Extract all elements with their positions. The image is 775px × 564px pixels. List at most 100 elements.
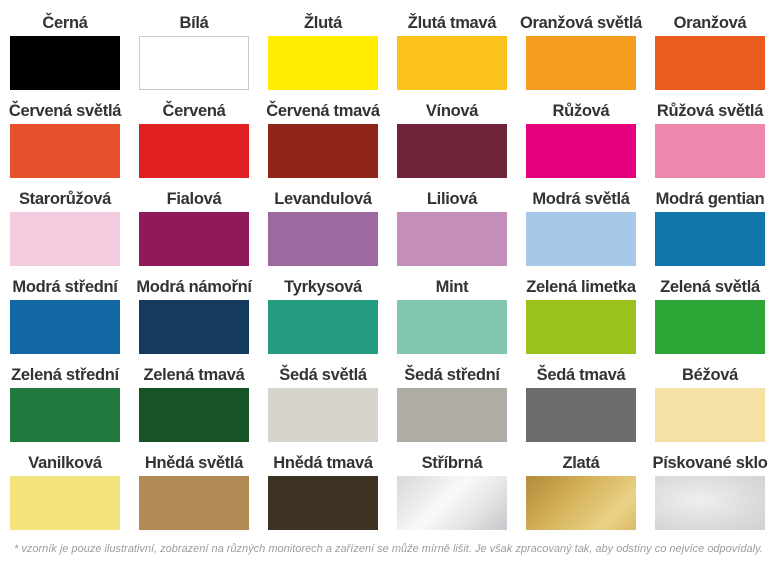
swatch-cell: Vínová [397, 90, 507, 178]
swatch-cell: Červená tmavá [266, 90, 380, 178]
swatch-cell: Oranžová [655, 2, 765, 90]
swatch-cell: Modrá střední [10, 266, 120, 354]
color-swatch [397, 211, 507, 266]
swatch-cell: Šedá tmavá [526, 354, 636, 442]
color-swatch [10, 299, 120, 354]
swatch-label: Červená světlá [8, 102, 122, 121]
color-swatch [526, 211, 636, 266]
swatch-label: Vínová [425, 102, 479, 121]
color-swatch [397, 123, 507, 178]
swatch-cell: Pískované sklo [652, 442, 768, 530]
swatch-cell: Růžová [526, 90, 636, 178]
swatch-label: Modrá světlá [532, 190, 630, 209]
swatch-label: Starorůžová [18, 190, 112, 209]
swatch-label: Oranžová světlá [519, 14, 643, 33]
swatch-label: Černá [42, 14, 88, 33]
swatch-cell: Levandulová [268, 178, 378, 266]
color-swatch [655, 211, 765, 266]
swatch-label: Modrá gentian [655, 190, 765, 209]
swatch-cell: Šedá střední [397, 354, 507, 442]
color-swatch [526, 123, 636, 178]
swatch-label: Stříbrná [421, 454, 483, 473]
swatch-label: Zlatá [562, 454, 600, 473]
color-swatch [268, 387, 378, 442]
swatch-label: Fialová [166, 190, 222, 209]
swatch-cell: Červená světlá [8, 90, 122, 178]
swatch-cell: Zelená limetka [526, 266, 636, 354]
color-swatch [655, 387, 765, 442]
swatch-cell: Fialová [139, 178, 249, 266]
swatch-label: Liliová [426, 190, 478, 209]
color-swatch [397, 299, 507, 354]
color-swatch [139, 35, 249, 90]
color-swatch [268, 123, 378, 178]
color-swatch [10, 475, 120, 530]
swatch-label: Růžová [552, 102, 610, 121]
swatch-label: Šedá tmavá [536, 366, 626, 385]
swatch-cell: Tyrkysová [268, 266, 378, 354]
swatch-cell: Modrá námořní [136, 266, 252, 354]
swatch-cell: Hnědá světlá [139, 442, 249, 530]
swatch-cell: Žlutá tmavá [397, 2, 507, 90]
color-swatch [655, 299, 765, 354]
swatch-cell: Oranžová světlá [520, 2, 642, 90]
swatch-label: Vanilková [28, 454, 102, 473]
swatch-label: Zelená limetka [526, 278, 636, 297]
swatch-label: Červená tmavá [266, 102, 380, 121]
color-swatch [526, 299, 636, 354]
swatch-label: Žlutá tmavá [407, 14, 497, 33]
color-swatch [397, 387, 507, 442]
swatch-label: Zelená tmavá [143, 366, 245, 385]
swatch-cell: Modrá gentian [655, 178, 765, 266]
swatch-cell: Starorůžová [10, 178, 120, 266]
color-swatch [268, 211, 378, 266]
swatch-cell: Hnědá tmavá [268, 442, 378, 530]
color-swatch [10, 211, 120, 266]
swatch-label: Béžová [682, 366, 738, 385]
swatch-cell: Liliová [397, 178, 507, 266]
swatch-label: Pískované sklo [652, 454, 768, 473]
color-swatch [655, 475, 765, 530]
swatch-label: Šedá světlá [279, 366, 367, 385]
swatch-label: Červená [162, 102, 226, 121]
color-swatch [397, 35, 507, 90]
swatch-label: Modrá námořní [136, 278, 252, 297]
swatch-cell: Modrá světlá [526, 178, 636, 266]
color-swatch [526, 475, 636, 530]
swatch-cell: Bílá [139, 2, 249, 90]
color-swatch [655, 123, 765, 178]
color-swatch-grid: Černá Bílá Žlutá Žlutá tmavá Oranžová světlá… [8, 2, 768, 530]
swatch-cell: Zelená střední [10, 354, 120, 442]
swatch-cell: Šedá světlá [268, 354, 378, 442]
color-swatch [526, 387, 636, 442]
swatch-label: Hnědá světlá [144, 454, 244, 473]
swatch-cell: Béžová [655, 354, 765, 442]
swatch-cell: Stříbrná [397, 442, 507, 530]
color-swatch [139, 123, 249, 178]
swatch-cell: Mint [397, 266, 507, 354]
swatch-cell: Zlatá [526, 442, 636, 530]
swatch-cell: Černá [10, 2, 120, 90]
color-swatch [10, 123, 120, 178]
color-swatch [139, 299, 249, 354]
footnote: * vzorník je pouze ilustrativní, zobraze… [14, 543, 763, 555]
swatch-label: Hnědá tmavá [273, 454, 373, 473]
swatch-label: Bílá [179, 14, 209, 33]
swatch-label: Žlutá [304, 14, 342, 33]
swatch-label: Tyrkysová [284, 278, 362, 297]
swatch-label: Oranžová [673, 14, 747, 33]
color-swatch [139, 211, 249, 266]
color-swatch [268, 475, 378, 530]
swatch-label: Zelená střední [11, 366, 119, 385]
color-swatch [655, 35, 765, 90]
swatch-label: Levandulová [274, 190, 372, 209]
swatch-label: Zelená světlá [660, 278, 760, 297]
color-swatch [526, 35, 636, 90]
color-swatch [139, 387, 249, 442]
color-swatch [139, 475, 249, 530]
swatch-label: Šedá střední [404, 366, 500, 385]
swatch-cell: Zelená tmavá [139, 354, 249, 442]
swatch-cell: Zelená světlá [655, 266, 765, 354]
swatch-cell: Žlutá [268, 2, 378, 90]
swatch-label: Růžová světlá [656, 102, 764, 121]
